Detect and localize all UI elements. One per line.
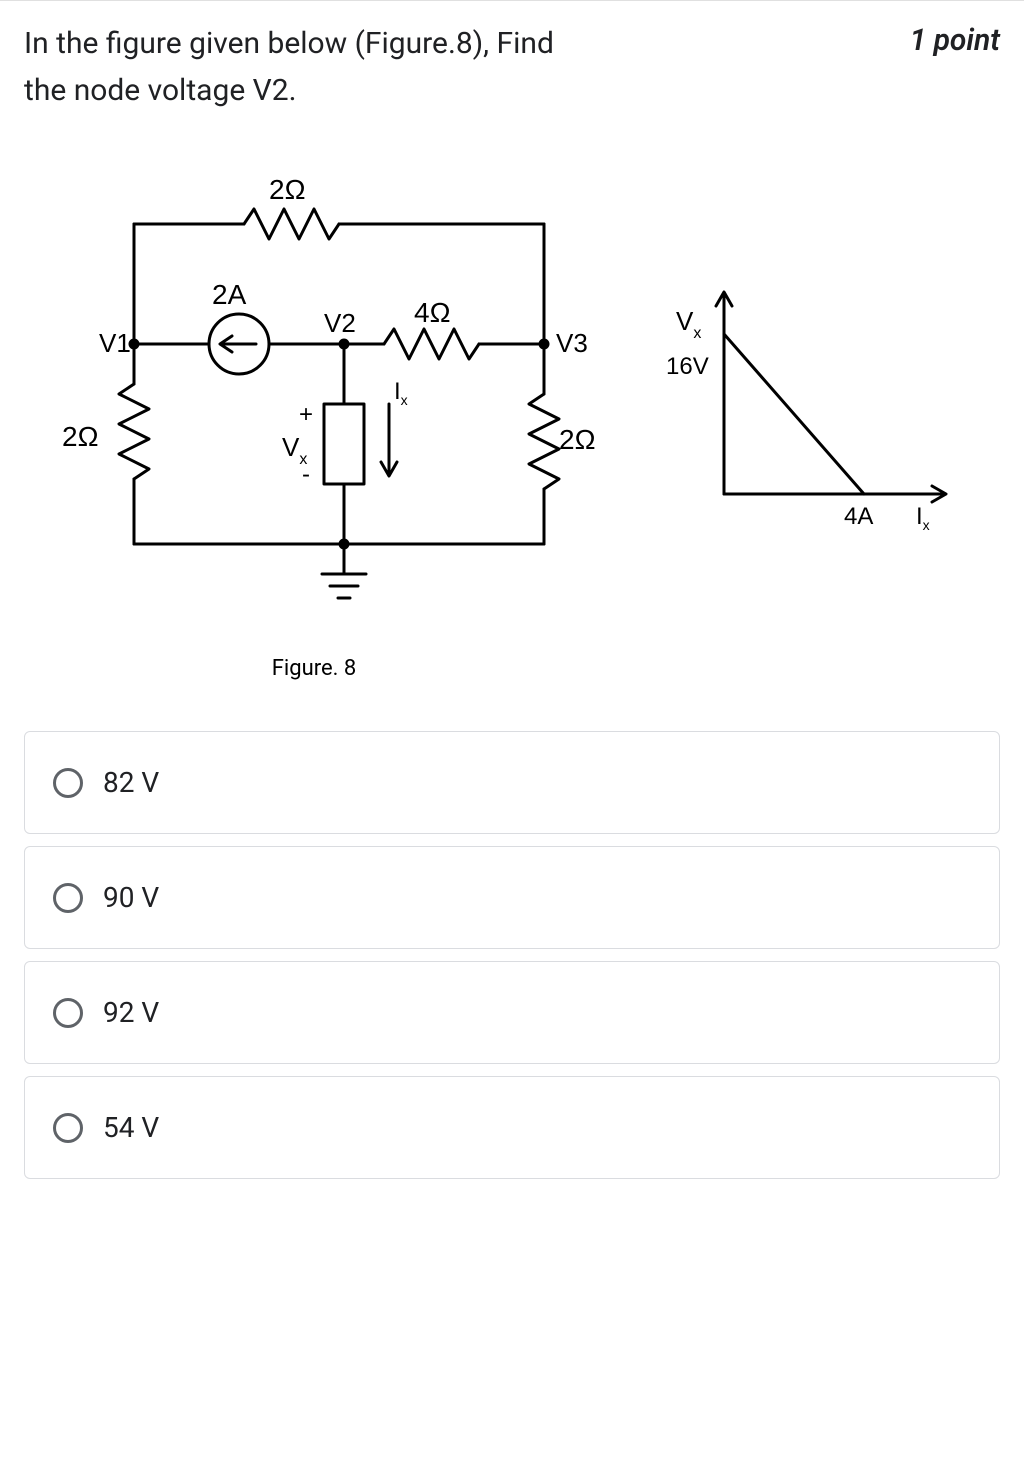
option-label: 90 V bbox=[103, 881, 159, 914]
graph-Ix-val: 4A bbox=[844, 503, 873, 530]
option-0[interactable]: 82 V bbox=[24, 731, 1000, 834]
graph-Vx-val: 16V bbox=[666, 353, 709, 380]
options-list: 82 V 90 V 92 V 54 V bbox=[24, 731, 1000, 1179]
radio-icon bbox=[53, 883, 83, 913]
option-1[interactable]: 90 V bbox=[24, 846, 1000, 949]
graph-Ix-axis: Ix bbox=[916, 503, 930, 533]
label-V1: V1 bbox=[99, 328, 131, 358]
question-line2: the node voltage V2. bbox=[24, 73, 297, 108]
label-I-src: 2A bbox=[212, 279, 247, 310]
option-2[interactable]: 92 V bbox=[24, 961, 1000, 1064]
label-R-right: 2Ω bbox=[559, 424, 596, 455]
question-points: 1 point bbox=[910, 21, 1000, 58]
question-line1: In the figure given below (Figure.8), Fi… bbox=[24, 26, 554, 61]
figure-caption: Figure. 8 bbox=[44, 656, 584, 681]
radio-icon bbox=[53, 998, 83, 1028]
question-block: In the figure given below (Figure.8), Fi… bbox=[0, 0, 1024, 1203]
label-V3: V3 bbox=[556, 328, 588, 358]
label-R-mid: 4Ω bbox=[414, 297, 451, 328]
label-R-left: 2Ω bbox=[62, 421, 99, 452]
graph-Vx-axis: Vx bbox=[676, 306, 701, 342]
label-V2: V2 bbox=[324, 308, 356, 338]
label-Vx-plus: + bbox=[299, 401, 313, 428]
question-text: In the figure given below (Figure.8), Fi… bbox=[24, 21, 898, 114]
label-Ix: Ix bbox=[394, 378, 408, 408]
question-header: In the figure given below (Figure.8), Fi… bbox=[24, 21, 1000, 114]
figure-area: 2Ω 2A V1 V2 4Ω V3 2Ω 2Ω + - Vx Ix Vx 16V… bbox=[44, 154, 1000, 681]
option-label: 54 V bbox=[103, 1111, 159, 1144]
radio-icon bbox=[53, 1113, 83, 1143]
option-label: 92 V bbox=[103, 996, 159, 1029]
label-R-top: 2Ω bbox=[269, 174, 306, 205]
circuit-svg: 2Ω 2A V1 V2 4Ω V3 2Ω 2Ω + - Vx Ix Vx 16V… bbox=[44, 154, 964, 634]
option-label: 82 V bbox=[103, 766, 159, 799]
label-Vx: Vx bbox=[282, 432, 307, 468]
radio-icon bbox=[53, 768, 83, 798]
option-3[interactable]: 54 V bbox=[24, 1076, 1000, 1179]
